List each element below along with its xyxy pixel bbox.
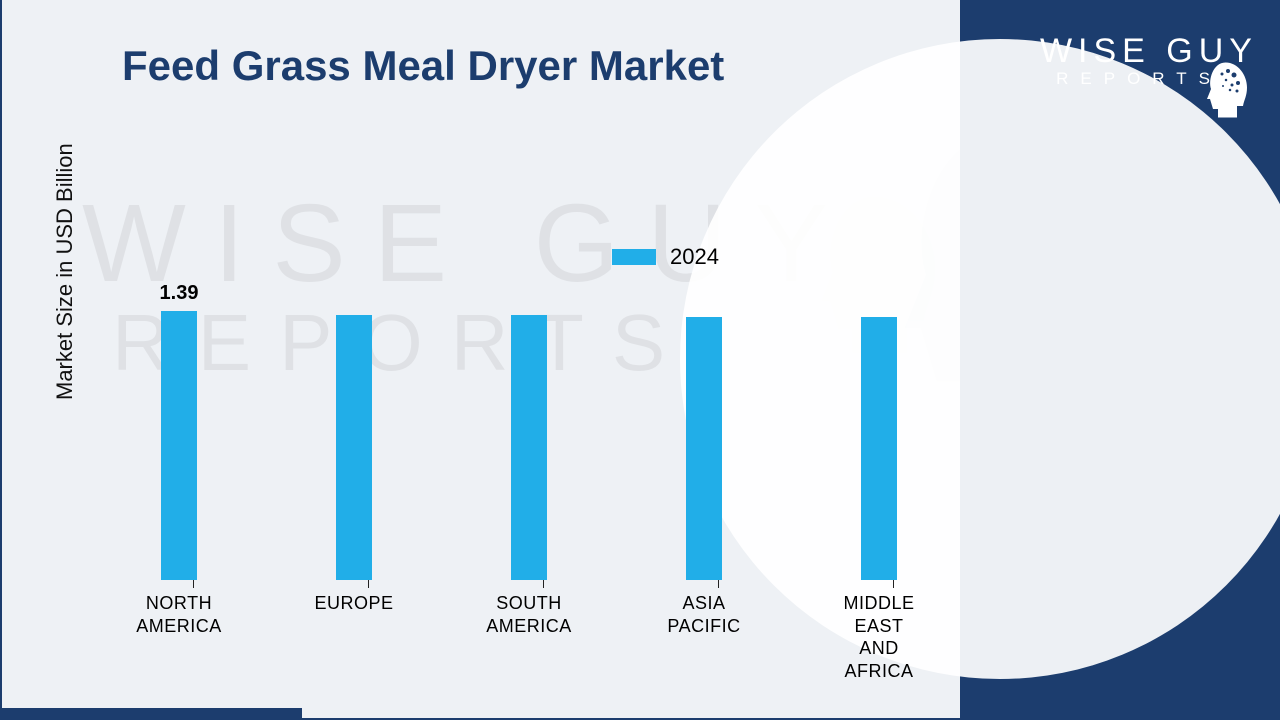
plot-area: 1.39NORTHAMERICAEUROPESOUTHAMERICAASIAPA…: [120, 290, 920, 580]
axis-tick: [543, 580, 544, 588]
legend: 2024: [612, 244, 719, 270]
category-label: MIDDLEEASTANDAFRICA: [809, 592, 949, 682]
bar: [511, 315, 547, 580]
bar: [686, 317, 722, 580]
bar-value-label: 1.39: [160, 282, 199, 305]
category-label: EUROPE: [284, 592, 424, 615]
bottom-accent-bar: [2, 708, 302, 718]
bar: [336, 315, 372, 580]
y-axis-label: Market Size in USD Billion: [52, 143, 78, 400]
axis-tick: [193, 580, 194, 588]
brand-head-icon: [1196, 60, 1250, 120]
category-label: NORTHAMERICA: [109, 592, 249, 637]
category-label: SOUTHAMERICA: [459, 592, 599, 637]
axis-tick: [893, 580, 894, 588]
chart-frame: WISE GUY REPORTS WISE GUY: [0, 0, 1280, 720]
legend-label: 2024: [670, 244, 719, 270]
axis-tick: [718, 580, 719, 588]
bar: 1.39: [161, 311, 197, 580]
chart-title: Feed Grass Meal Dryer Market: [122, 42, 724, 90]
axis-tick: [368, 580, 369, 588]
bar: [861, 317, 897, 580]
legend-swatch: [612, 249, 656, 265]
category-label: ASIAPACIFIC: [634, 592, 774, 637]
